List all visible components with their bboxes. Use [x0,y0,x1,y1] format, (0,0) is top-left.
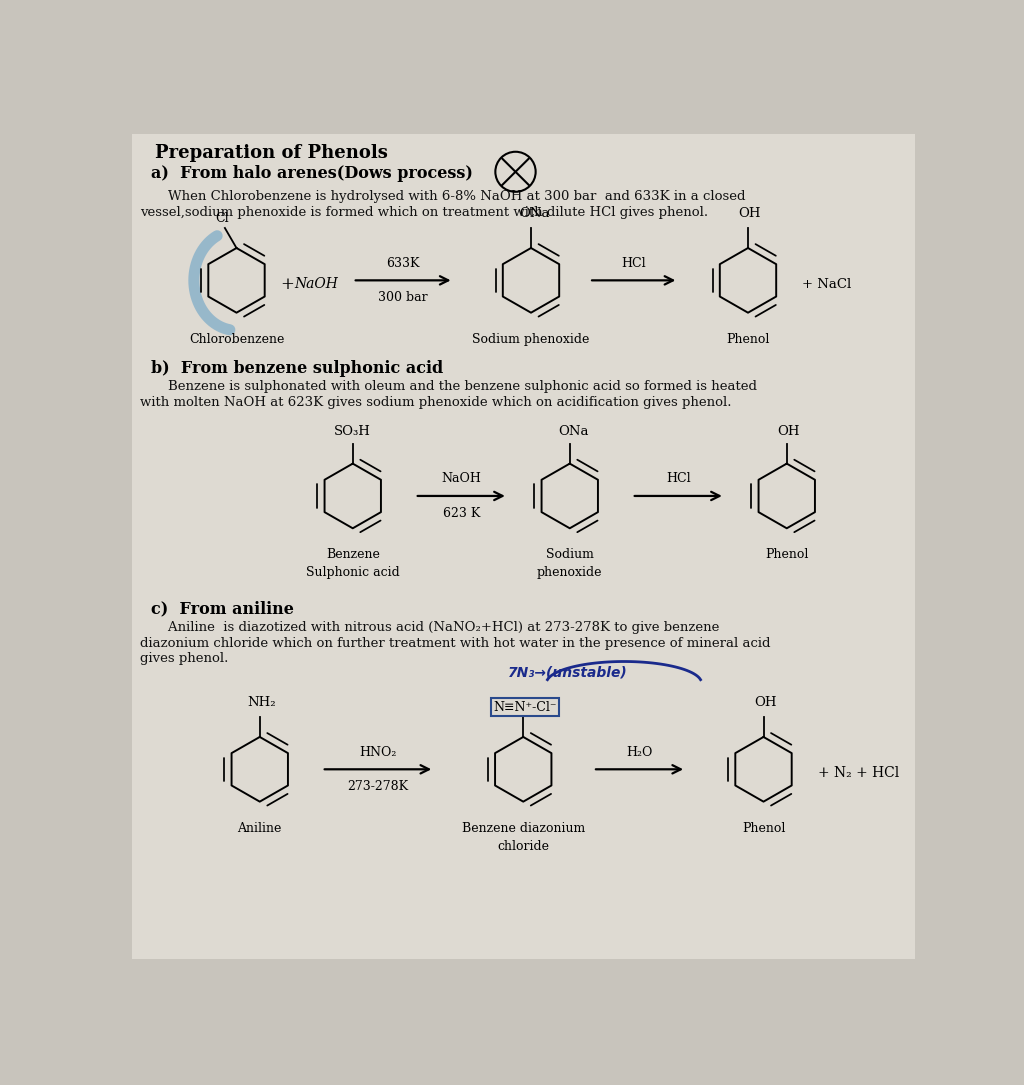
Text: gives phenol.: gives phenol. [139,652,228,665]
Text: 300 bar: 300 bar [378,291,428,304]
Text: 623 K: 623 K [442,507,480,520]
Text: Chlorobenzene: Chlorobenzene [188,333,285,346]
Text: HCl: HCl [622,256,646,269]
Text: Cl: Cl [216,212,229,225]
Text: Preparation of Phenols: Preparation of Phenols [155,144,388,162]
Text: ONa: ONa [519,207,550,220]
Text: Phenol: Phenol [765,548,808,561]
Text: Benzene is sulphonated with oleum and the benzene sulphonic acid so formed is he: Benzene is sulphonated with oleum and th… [152,381,758,394]
Text: with molten NaOH at 623K gives sodium phenoxide which on acidification gives phe: with molten NaOH at 623K gives sodium ph… [139,396,731,409]
Text: When Chlorobenzene is hydrolysed with 6-8% NaOH at 300 bar  and 633K in a closed: When Chlorobenzene is hydrolysed with 6-… [152,190,745,203]
Text: N≡N⁺-Cl⁻: N≡N⁺-Cl⁻ [493,701,557,714]
Text: Benzene diazonium
chloride: Benzene diazonium chloride [462,821,585,853]
Text: Sodium
phenoxide: Sodium phenoxide [537,548,602,579]
Text: + NaCl: + NaCl [802,278,852,291]
Text: c)  From aniline: c) From aniline [152,600,294,617]
Text: Aniline  is diazotized with nitrous acid (NaNO₂+HCl) at 273-278K to give benzene: Aniline is diazotized with nitrous acid … [152,622,720,635]
Text: 7N₃→(unstable): 7N₃→(unstable) [508,665,628,679]
Text: diazonium chloride which on further treatment with hot water in the presence of : diazonium chloride which on further trea… [139,637,770,650]
Text: HNO₂: HNO₂ [359,745,396,758]
Text: Benzene
Sulphonic acid: Benzene Sulphonic acid [306,548,399,579]
Text: Phenol: Phenol [726,333,770,346]
Text: H₂O: H₂O [627,745,652,758]
Text: OH: OH [777,425,800,438]
Text: OH: OH [738,207,761,220]
Text: + N₂ + HCl: + N₂ + HCl [818,766,899,780]
Text: 633K: 633K [386,256,420,269]
Text: NaOH: NaOH [441,472,481,485]
Text: a)  From halo arenes(Dows process): a) From halo arenes(Dows process) [152,165,473,182]
Text: HCl: HCl [666,472,690,485]
Text: Phenol: Phenol [741,821,785,834]
Text: SO₃H: SO₃H [334,425,371,438]
FancyBboxPatch shape [132,135,914,959]
Text: NaOH: NaOH [294,277,338,291]
Text: NH₂: NH₂ [247,697,275,710]
Text: Aniline: Aniline [238,821,282,834]
Text: 273-278K: 273-278K [347,780,409,793]
Text: +: + [280,276,294,293]
Text: OH: OH [754,697,776,710]
Text: b)  From benzene sulphonic acid: b) From benzene sulphonic acid [152,359,443,376]
Text: ONa: ONa [558,425,589,438]
Text: Sodium phenoxide: Sodium phenoxide [472,333,590,346]
Text: vessel,sodium phenoxide is formed which on treatment with dilute HCl gives pheno: vessel,sodium phenoxide is formed which … [139,206,708,219]
